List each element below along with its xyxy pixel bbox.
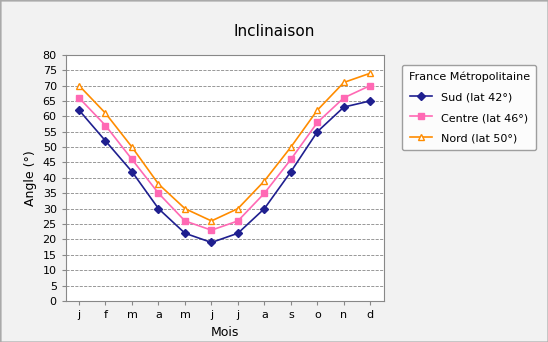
Centre (lat 46°) xyxy=(261,191,267,195)
Sud (lat 42°) xyxy=(235,231,241,235)
Centre (lat 46°) xyxy=(129,157,135,161)
Centre (lat 46°) xyxy=(208,228,215,232)
Line: Sud (lat 42°): Sud (lat 42°) xyxy=(76,98,373,245)
Centre (lat 46°) xyxy=(181,219,189,223)
Sud (lat 42°) xyxy=(261,207,267,211)
Text: Inclinaison: Inclinaison xyxy=(233,24,315,39)
Centre (lat 46°) xyxy=(155,191,162,195)
Sud (lat 42°) xyxy=(340,105,347,109)
Centre (lat 46°) xyxy=(367,83,374,88)
Nord (lat 50°) xyxy=(208,219,215,223)
Centre (lat 46°) xyxy=(76,96,82,100)
Sud (lat 42°) xyxy=(367,99,374,103)
Nord (lat 50°) xyxy=(235,207,241,211)
Nord (lat 50°) xyxy=(340,80,347,84)
Y-axis label: Angle (°): Angle (°) xyxy=(24,150,37,206)
Nord (lat 50°) xyxy=(367,71,374,75)
Sud (lat 42°) xyxy=(129,170,135,174)
Sud (lat 42°) xyxy=(76,108,82,112)
Nord (lat 50°) xyxy=(102,111,109,115)
Centre (lat 46°) xyxy=(288,157,294,161)
X-axis label: Mois: Mois xyxy=(210,326,239,339)
Nord (lat 50°) xyxy=(181,207,189,211)
Centre (lat 46°) xyxy=(235,219,241,223)
Nord (lat 50°) xyxy=(76,83,82,88)
Sud (lat 42°) xyxy=(314,130,321,134)
Legend: Sud (lat 42°), Centre (lat 46°), Nord (lat 50°): Sud (lat 42°), Centre (lat 46°), Nord (l… xyxy=(402,65,536,150)
Centre (lat 46°) xyxy=(314,120,321,124)
Line: Nord (lat 50°): Nord (lat 50°) xyxy=(76,70,374,224)
Line: Centre (lat 46°): Centre (lat 46°) xyxy=(76,83,373,233)
Sud (lat 42°) xyxy=(181,231,189,235)
Sud (lat 42°) xyxy=(288,170,294,174)
Sud (lat 42°) xyxy=(102,139,109,143)
Centre (lat 46°) xyxy=(102,123,109,128)
Nord (lat 50°) xyxy=(155,182,162,186)
Nord (lat 50°) xyxy=(261,179,267,183)
Sud (lat 42°) xyxy=(208,240,215,245)
Centre (lat 46°) xyxy=(340,96,347,100)
Nord (lat 50°) xyxy=(314,108,321,112)
Nord (lat 50°) xyxy=(129,145,135,149)
Sud (lat 42°) xyxy=(155,207,162,211)
Nord (lat 50°) xyxy=(288,145,294,149)
